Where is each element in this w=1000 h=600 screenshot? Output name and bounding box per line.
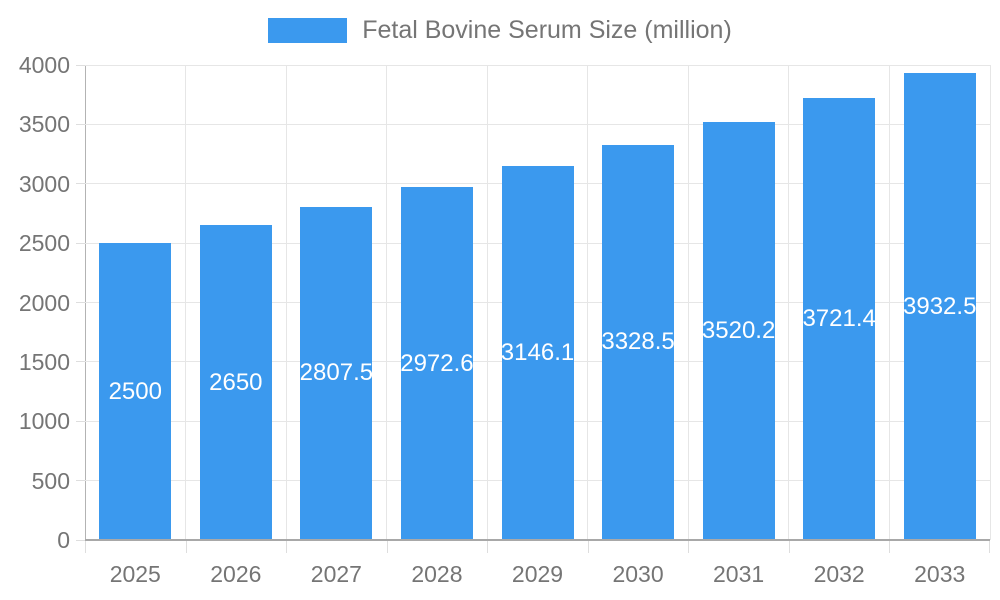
y-axis-label: 4000 [18,52,70,78]
bar-value-label: 3932.5 [903,292,977,320]
x-gridline [587,65,589,540]
bar-value-label: 3721.4 [802,305,876,333]
x-gridline [989,65,991,540]
x-axis-tick [989,540,990,553]
bar-2029[interactable] [501,166,574,540]
x-axis-label: 2026 [210,561,262,587]
y-axis-label: 2000 [18,289,70,316]
y-gridline [85,64,990,66]
y-axis-label: 1000 [18,408,70,435]
x-axis-label: 2033 [914,561,966,587]
bar-value-label: 3520.2 [701,316,776,344]
bar-2031[interactable] [702,121,775,540]
x-axis-tick [487,540,489,553]
x-axis-label: 2028 [411,561,463,587]
y-axis-tick [76,539,85,541]
y-axis-label: 0 [57,527,70,553]
legend-label: Fetal Bovine Serum Size (million) [362,16,732,44]
y-axis-label: 3500 [18,111,70,138]
y-axis-label: 2500 [18,230,70,257]
x-axis-tick [688,540,690,553]
bar-2026[interactable] [199,225,272,540]
x-axis-tick [386,540,388,553]
y-axis-tick [76,361,85,363]
x-axis-tick [85,540,86,553]
plot-area: 0 500 1000 1500 2000 2500 3000 3500 4000 2500 2025… [19,53,991,586]
x-axis-tick [286,540,288,553]
bar-value-label: 3146.1 [500,339,575,367]
x-gridline [788,65,790,540]
bar-2027[interactable] [300,206,373,540]
x-axis-label: 2025 [109,561,161,587]
x-gridline [285,65,287,540]
x-axis-label: 2031 [713,561,765,587]
y-axis-tick [76,242,85,244]
x-axis-tick [889,540,891,553]
y-axis-label: 3000 [18,170,70,197]
x-gridline [888,65,890,540]
x-axis-tick [788,540,790,553]
x-axis-line [85,539,990,541]
y-axis-tick [76,183,85,185]
legend-swatch-icon [268,17,348,43]
bar-value-label: 3328.5 [601,328,675,356]
y-axis-tick [76,123,85,125]
x-axis-label: 2027 [310,561,362,587]
x-gridline [386,65,388,540]
bar-2025[interactable] [99,243,172,540]
x-axis-label: 2029 [511,561,564,587]
x-gridline [687,65,689,540]
chart-legend[interactable]: Fetal Bovine Serum Size (million) [0,16,1000,44]
y-gridline [85,123,990,125]
x-axis-tick [185,540,187,553]
bar-2028[interactable] [400,187,473,540]
x-axis-tick [587,540,589,553]
x-gridline [486,65,488,540]
y-axis-tick [76,302,85,303]
x-axis-label: 2032 [813,561,865,587]
bar-2032[interactable] [803,98,876,540]
bar-2033[interactable] [903,73,976,540]
bar-value-label: 2650 [209,368,263,396]
y-axis-label: 500 [31,467,70,494]
x-gridline [185,65,187,540]
bar-2030[interactable] [602,144,675,540]
y-axis-tick [76,480,85,482]
bar-value-label: 2500 [108,377,162,405]
bar-value-label: 2807.5 [299,359,374,387]
bar-value-label: 2972.6 [400,349,474,377]
y-axis-tick [76,420,85,422]
y-axis-tick [76,64,85,66]
x-axis-label: 2030 [612,561,664,587]
y-axis-label: 1500 [18,348,70,375]
